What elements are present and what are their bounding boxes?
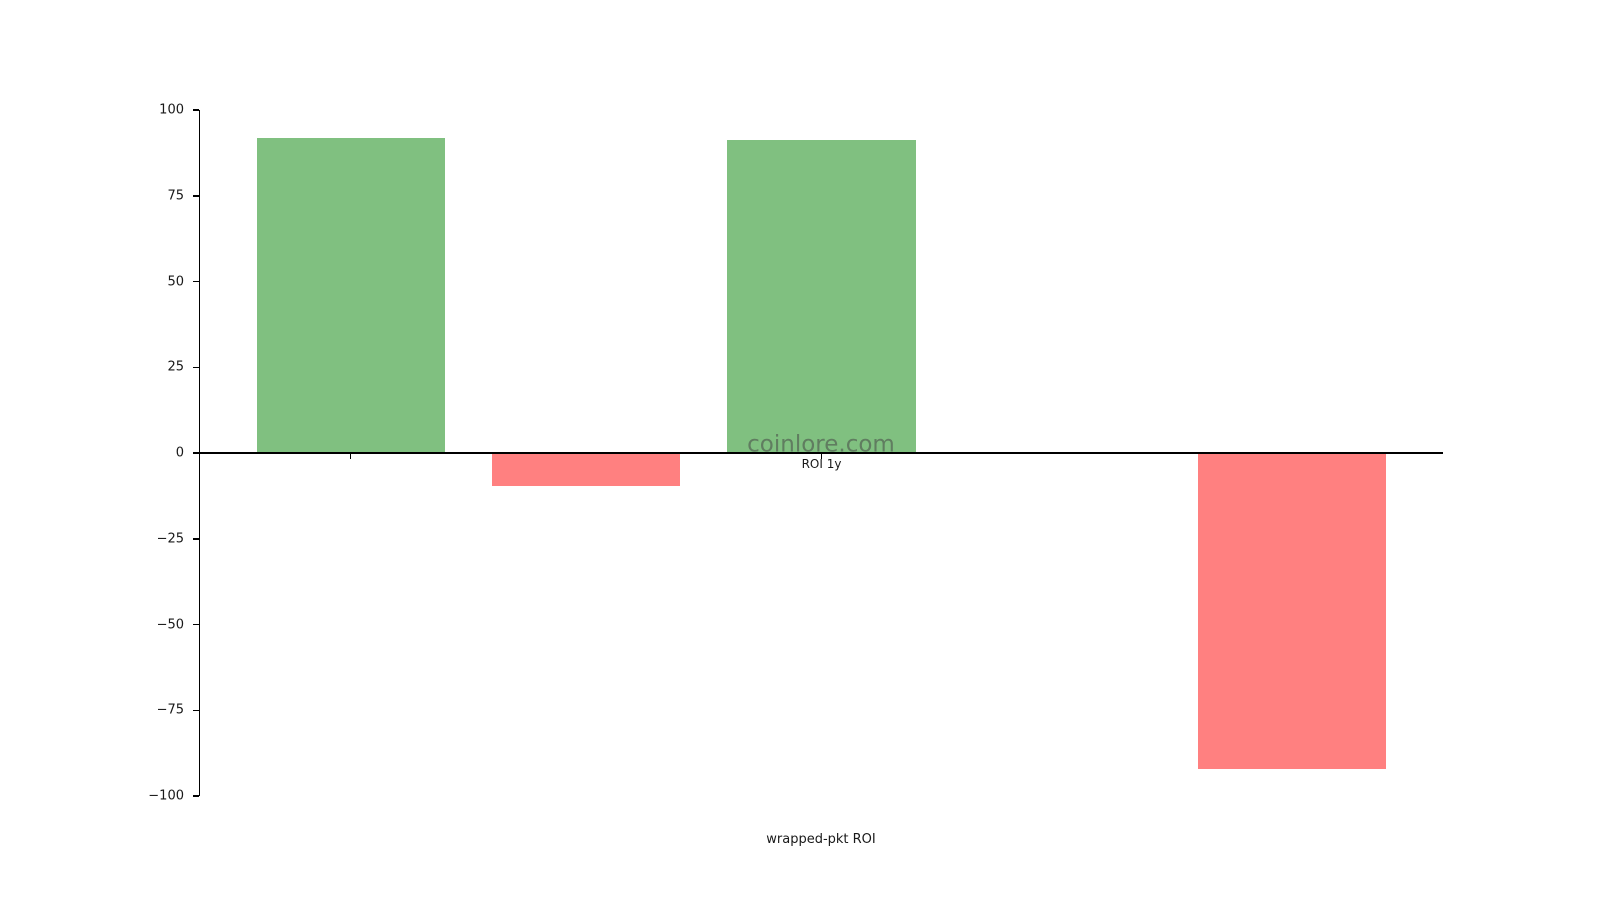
y-tick-mark [192, 195, 199, 197]
y-tick-label: 100 [159, 102, 184, 118]
y-tick-mark [192, 709, 199, 711]
y-tick-mark [192, 280, 199, 283]
y-tick-mark [192, 109, 199, 111]
y-tick-label: 25 [167, 359, 184, 375]
y-tick-label: 0 [175, 445, 184, 461]
y-tick-label: 50 [167, 274, 184, 289]
y-tick-label: −100 [148, 788, 184, 804]
y-tick-label: 75 [167, 188, 184, 204]
x-axis-title: wrapped-pkt ROI [766, 832, 876, 847]
y-tick-mark [192, 366, 199, 368]
y-tick-mark [192, 795, 199, 797]
x-tick-label: ROI 1y [801, 457, 842, 471]
bar-positive [256, 138, 445, 453]
y-axis-spine [198, 110, 200, 796]
y-tick-mark [192, 538, 199, 540]
x-tick-mark [820, 453, 823, 460]
y-tick-label: −75 [156, 702, 184, 718]
bar-positive [727, 139, 916, 453]
x-axis-zero-line [200, 452, 1443, 454]
y-tick-label: −50 [156, 617, 184, 632]
y-tick-mark [192, 623, 199, 626]
bar-negative [491, 453, 681, 486]
y-tick-mark [192, 452, 199, 454]
bar-negative [1198, 453, 1387, 769]
y-tick-label: −25 [156, 531, 184, 547]
watermark-text: coinlore.com [747, 431, 895, 458]
x-tick-mark [349, 453, 352, 460]
